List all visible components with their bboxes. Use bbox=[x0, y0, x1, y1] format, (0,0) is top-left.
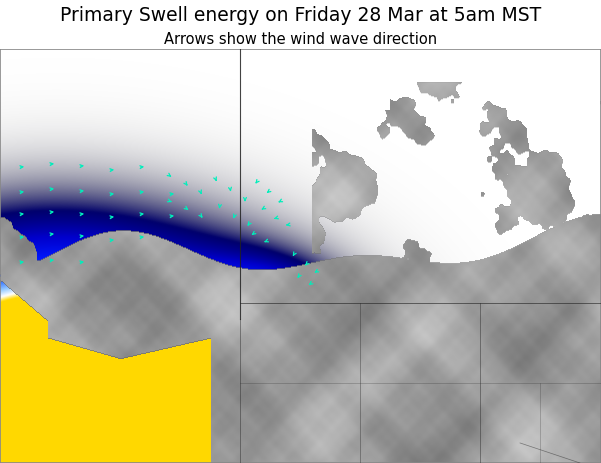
Text: Primary Swell energy on Friday 28 Mar at 5am MST: Primary Swell energy on Friday 28 Mar at… bbox=[60, 6, 541, 25]
Text: Arrows show the wind wave direction: Arrows show the wind wave direction bbox=[164, 31, 437, 46]
